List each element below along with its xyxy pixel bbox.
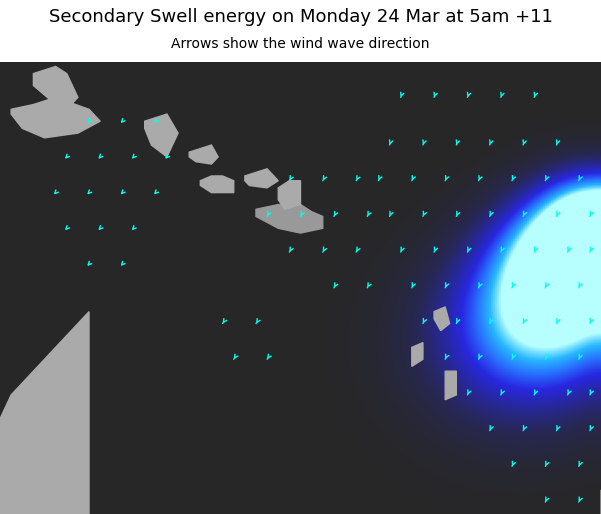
Polygon shape [256,205,323,233]
Polygon shape [11,97,100,138]
Polygon shape [145,114,178,157]
Polygon shape [200,176,234,193]
Polygon shape [34,66,78,109]
Polygon shape [0,311,89,514]
Polygon shape [278,181,300,209]
Polygon shape [245,169,278,188]
Polygon shape [434,307,450,331]
Text: Secondary Swell energy on Monday 24 Mar at 5am +11: Secondary Swell energy on Monday 24 Mar … [49,8,552,26]
Polygon shape [412,343,423,366]
Polygon shape [445,371,456,400]
Polygon shape [189,145,218,164]
Text: Arrows show the wind wave direction: Arrows show the wind wave direction [171,38,430,51]
